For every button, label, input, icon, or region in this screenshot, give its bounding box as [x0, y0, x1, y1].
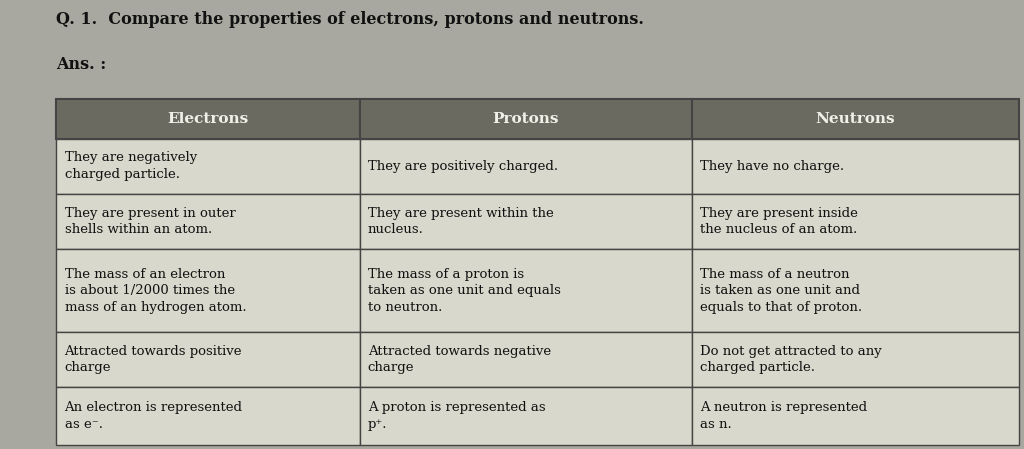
Text: Attracted towards positive
charge: Attracted towards positive charge	[65, 345, 242, 374]
Bar	[359, 332, 691, 387]
Text: Protons: Protons	[493, 112, 559, 126]
Bar	[359, 387, 691, 445]
Bar	[691, 99, 1019, 139]
Bar	[56, 387, 359, 445]
Text: They are present within the
nucleus.: They are present within the nucleus.	[368, 207, 553, 236]
Bar	[56, 99, 359, 139]
Text: They are present in outer
shells within an atom.: They are present in outer shells within …	[65, 207, 236, 236]
Text: They have no charge.: They have no charge.	[699, 160, 844, 173]
Text: They are present inside
the nucleus of an atom.: They are present inside the nucleus of a…	[699, 207, 858, 236]
Text: Do not get attracted to any
charged particle.: Do not get attracted to any charged part…	[699, 345, 882, 374]
Bar	[56, 332, 359, 387]
Bar	[691, 194, 1019, 249]
Bar	[359, 249, 691, 332]
Text: They are negatively
charged particle.: They are negatively charged particle.	[65, 151, 197, 181]
Text: The mass of a neutron
is taken as one unit and
equals to that of proton.: The mass of a neutron is taken as one un…	[699, 268, 862, 313]
Bar	[691, 332, 1019, 387]
Text: Neutrons: Neutrons	[815, 112, 895, 126]
Text: An electron is represented
as e⁻.: An electron is represented as e⁻.	[65, 401, 243, 431]
Bar	[691, 249, 1019, 332]
Text: A neutron is represented
as n.: A neutron is represented as n.	[699, 401, 867, 431]
Bar	[359, 194, 691, 249]
Text: The mass of an electron
is about 1/2000 times the
mass of an hydrogen atom.: The mass of an electron is about 1/2000 …	[65, 268, 246, 313]
Text: Q. 1.  Compare the properties of electrons, protons and neutrons.: Q. 1. Compare the properties of electron…	[56, 11, 644, 28]
Text: A proton is represented as
p⁺.: A proton is represented as p⁺.	[368, 401, 546, 431]
Text: The mass of a proton is
taken as one unit and equals
to neutron.: The mass of a proton is taken as one uni…	[368, 268, 560, 313]
Bar	[56, 249, 359, 332]
Text: Ans. :: Ans. :	[56, 56, 106, 73]
Bar	[691, 387, 1019, 445]
Text: Attracted towards negative
charge: Attracted towards negative charge	[368, 345, 551, 374]
Bar	[359, 99, 691, 139]
Bar	[691, 139, 1019, 194]
Bar	[56, 194, 359, 249]
Bar	[359, 139, 691, 194]
Text: Electrons: Electrons	[167, 112, 249, 126]
Text: They are positively charged.: They are positively charged.	[368, 160, 558, 173]
Bar	[56, 139, 359, 194]
